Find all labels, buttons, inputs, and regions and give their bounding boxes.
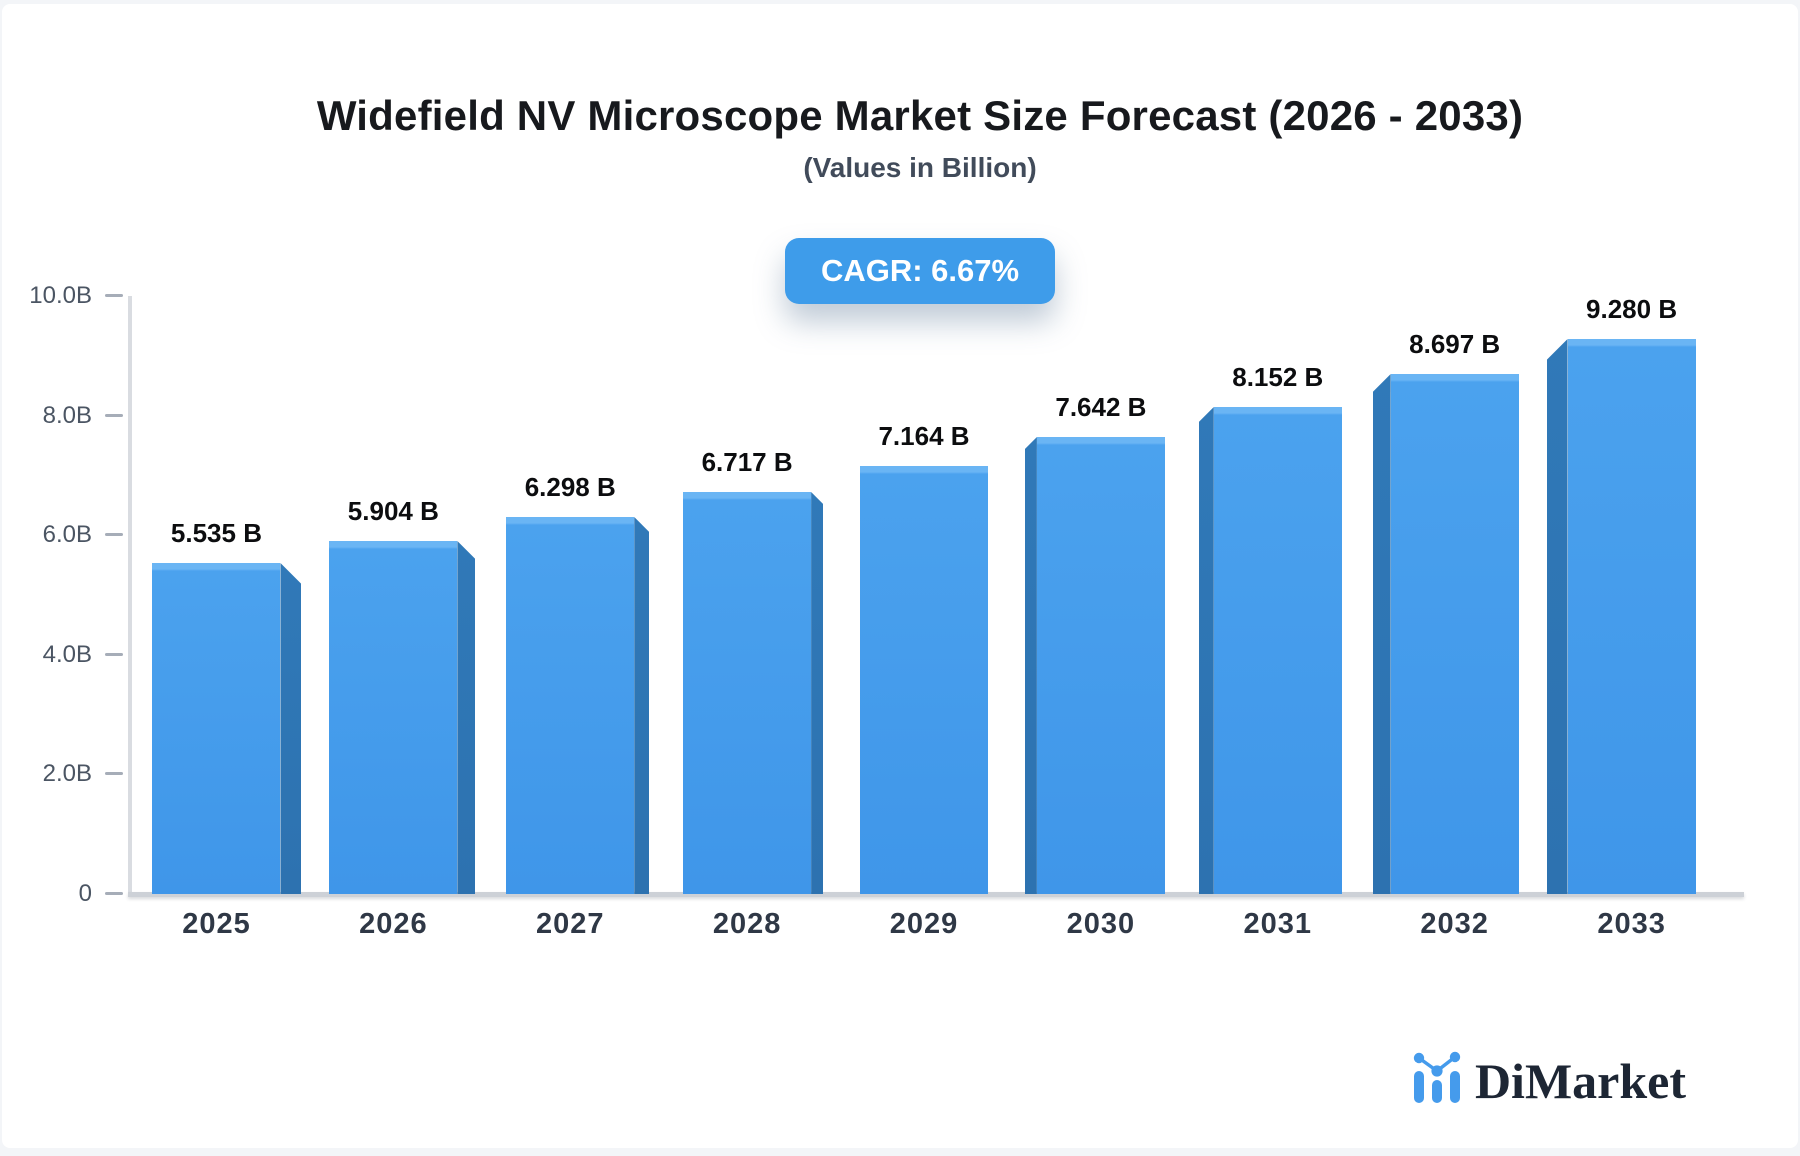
bar-2027[interactable]: [506, 517, 650, 894]
y-axis-tick-label: 4.0B: [42, 640, 92, 668]
y-axis-tick-mark: [105, 772, 123, 776]
x-axis-label: 2032: [1420, 908, 1489, 940]
y-axis-line: [128, 296, 132, 897]
x-axis-label: 2026: [359, 908, 428, 940]
bar-chart: 10.0B 8.0B 6.0B 4.0B 2.0B 0 5.535 B 2025 5.904 …: [2, 282, 1798, 940]
bar-column: 8.152 B 2031: [1189, 296, 1366, 940]
bar-column: 7.164 B 2029: [836, 296, 1013, 940]
x-axis-label: 2029: [889, 908, 959, 940]
bar-2031[interactable]: [1198, 407, 1342, 894]
plot-area: 5.535 B 2025 5.904 B 2026 6.298 B 2027 6.717 B…: [128, 294, 1720, 940]
bar-side-face: [634, 517, 650, 894]
bar-value-label: 7.642 B: [1055, 392, 1147, 422]
cagr-badge: CAGR: 6.67%: [784, 238, 1056, 304]
x-axis-label: 2028: [712, 908, 782, 940]
y-axis-tick-mark: [105, 533, 123, 537]
y-axis-tick-label: 10.0B: [29, 282, 92, 309]
bar-front-face: [329, 541, 458, 894]
bar-value-label: 9.280 B: [1586, 294, 1678, 324]
chart-title: Widefield NV Microscope Market Size Fore…: [316, 92, 1524, 139]
bar-2033[interactable]: [1546, 339, 1696, 894]
bar-value-label: 6.298 B: [524, 472, 616, 502]
logo-text: DiMarket: [1474, 1053, 1686, 1109]
bar-side-face: [1546, 339, 1568, 894]
y-axis-tick-label: 0: [78, 880, 92, 907]
bar-front-face: [860, 466, 988, 894]
bar-2032[interactable]: [1372, 374, 1519, 894]
bar-side-face: [811, 492, 824, 894]
dimarket-logo: DiMarket: [1412, 1050, 1686, 1109]
bar-column: 7.642 B 2030: [1012, 296, 1189, 940]
dimarket-chart-icon: [1413, 1051, 1461, 1103]
bar-2030[interactable]: [1024, 437, 1165, 894]
bar-value-label: 8.152 B: [1232, 362, 1324, 392]
bar-front-face: [1036, 437, 1165, 894]
bar-value-label: 7.164 B: [878, 421, 970, 451]
bar-side-face: [280, 563, 302, 894]
bar-column: 6.717 B 2028: [659, 296, 836, 940]
x-axis-label: 2027: [535, 908, 605, 940]
y-axis-tick-mark: [105, 652, 123, 656]
bar-side-face: [1372, 374, 1391, 894]
bar-2028[interactable]: [683, 492, 824, 894]
bar-column: 5.904 B 2026: [305, 296, 482, 940]
x-axis-label: 2030: [1066, 908, 1136, 940]
chart-subtitle: (Values in Billion): [803, 152, 1037, 183]
y-axis-tick-label: 8.0B: [42, 401, 92, 429]
bar-column: 9.280 B 2033: [1543, 294, 1720, 940]
y-axis-tick-label: 2.0B: [42, 760, 92, 788]
bar-side-face: [457, 541, 476, 894]
bar-front-face: [1213, 407, 1342, 894]
bar-front-face: [506, 517, 635, 894]
bar-2026[interactable]: [329, 541, 476, 894]
chart-header: Widefield NV Microscope Market Size Fore…: [42, 4, 1798, 304]
bar-side-face: [1024, 437, 1037, 894]
bar-front-face: [683, 492, 812, 894]
bar-value-label: 6.717 B: [701, 447, 793, 477]
bar-column: 5.535 B 2025: [128, 296, 305, 940]
y-axis-tick-label: 6.0B: [42, 521, 92, 549]
x-axis-line: [128, 892, 1744, 897]
y-axis-tick-mark: [105, 294, 123, 297]
y-axis-tick-mark: [105, 892, 123, 895]
bar-column: 6.298 B 2027: [482, 296, 659, 940]
bar-value-label: 8.697 B: [1409, 329, 1501, 359]
bar-2029[interactable]: [860, 466, 988, 894]
chart-card: Widefield NV Microscope Market Size Fore…: [2, 4, 1798, 1148]
bar-column: 8.697 B 2032: [1366, 296, 1543, 940]
x-axis-label: 2033: [1597, 908, 1666, 940]
bar-front-face: [1390, 374, 1519, 894]
bar-side-face: [1198, 407, 1214, 894]
bar-value-label: 5.535 B: [170, 518, 262, 548]
y-axis-tick-mark: [105, 413, 123, 417]
bar-2025[interactable]: [152, 563, 302, 894]
bar-front-face: [152, 563, 281, 894]
bar-front-face: [1567, 339, 1696, 894]
x-axis-label: 2031: [1243, 908, 1313, 940]
bar-value-label: 5.904 B: [347, 496, 439, 526]
x-axis-label: 2025: [182, 908, 251, 940]
